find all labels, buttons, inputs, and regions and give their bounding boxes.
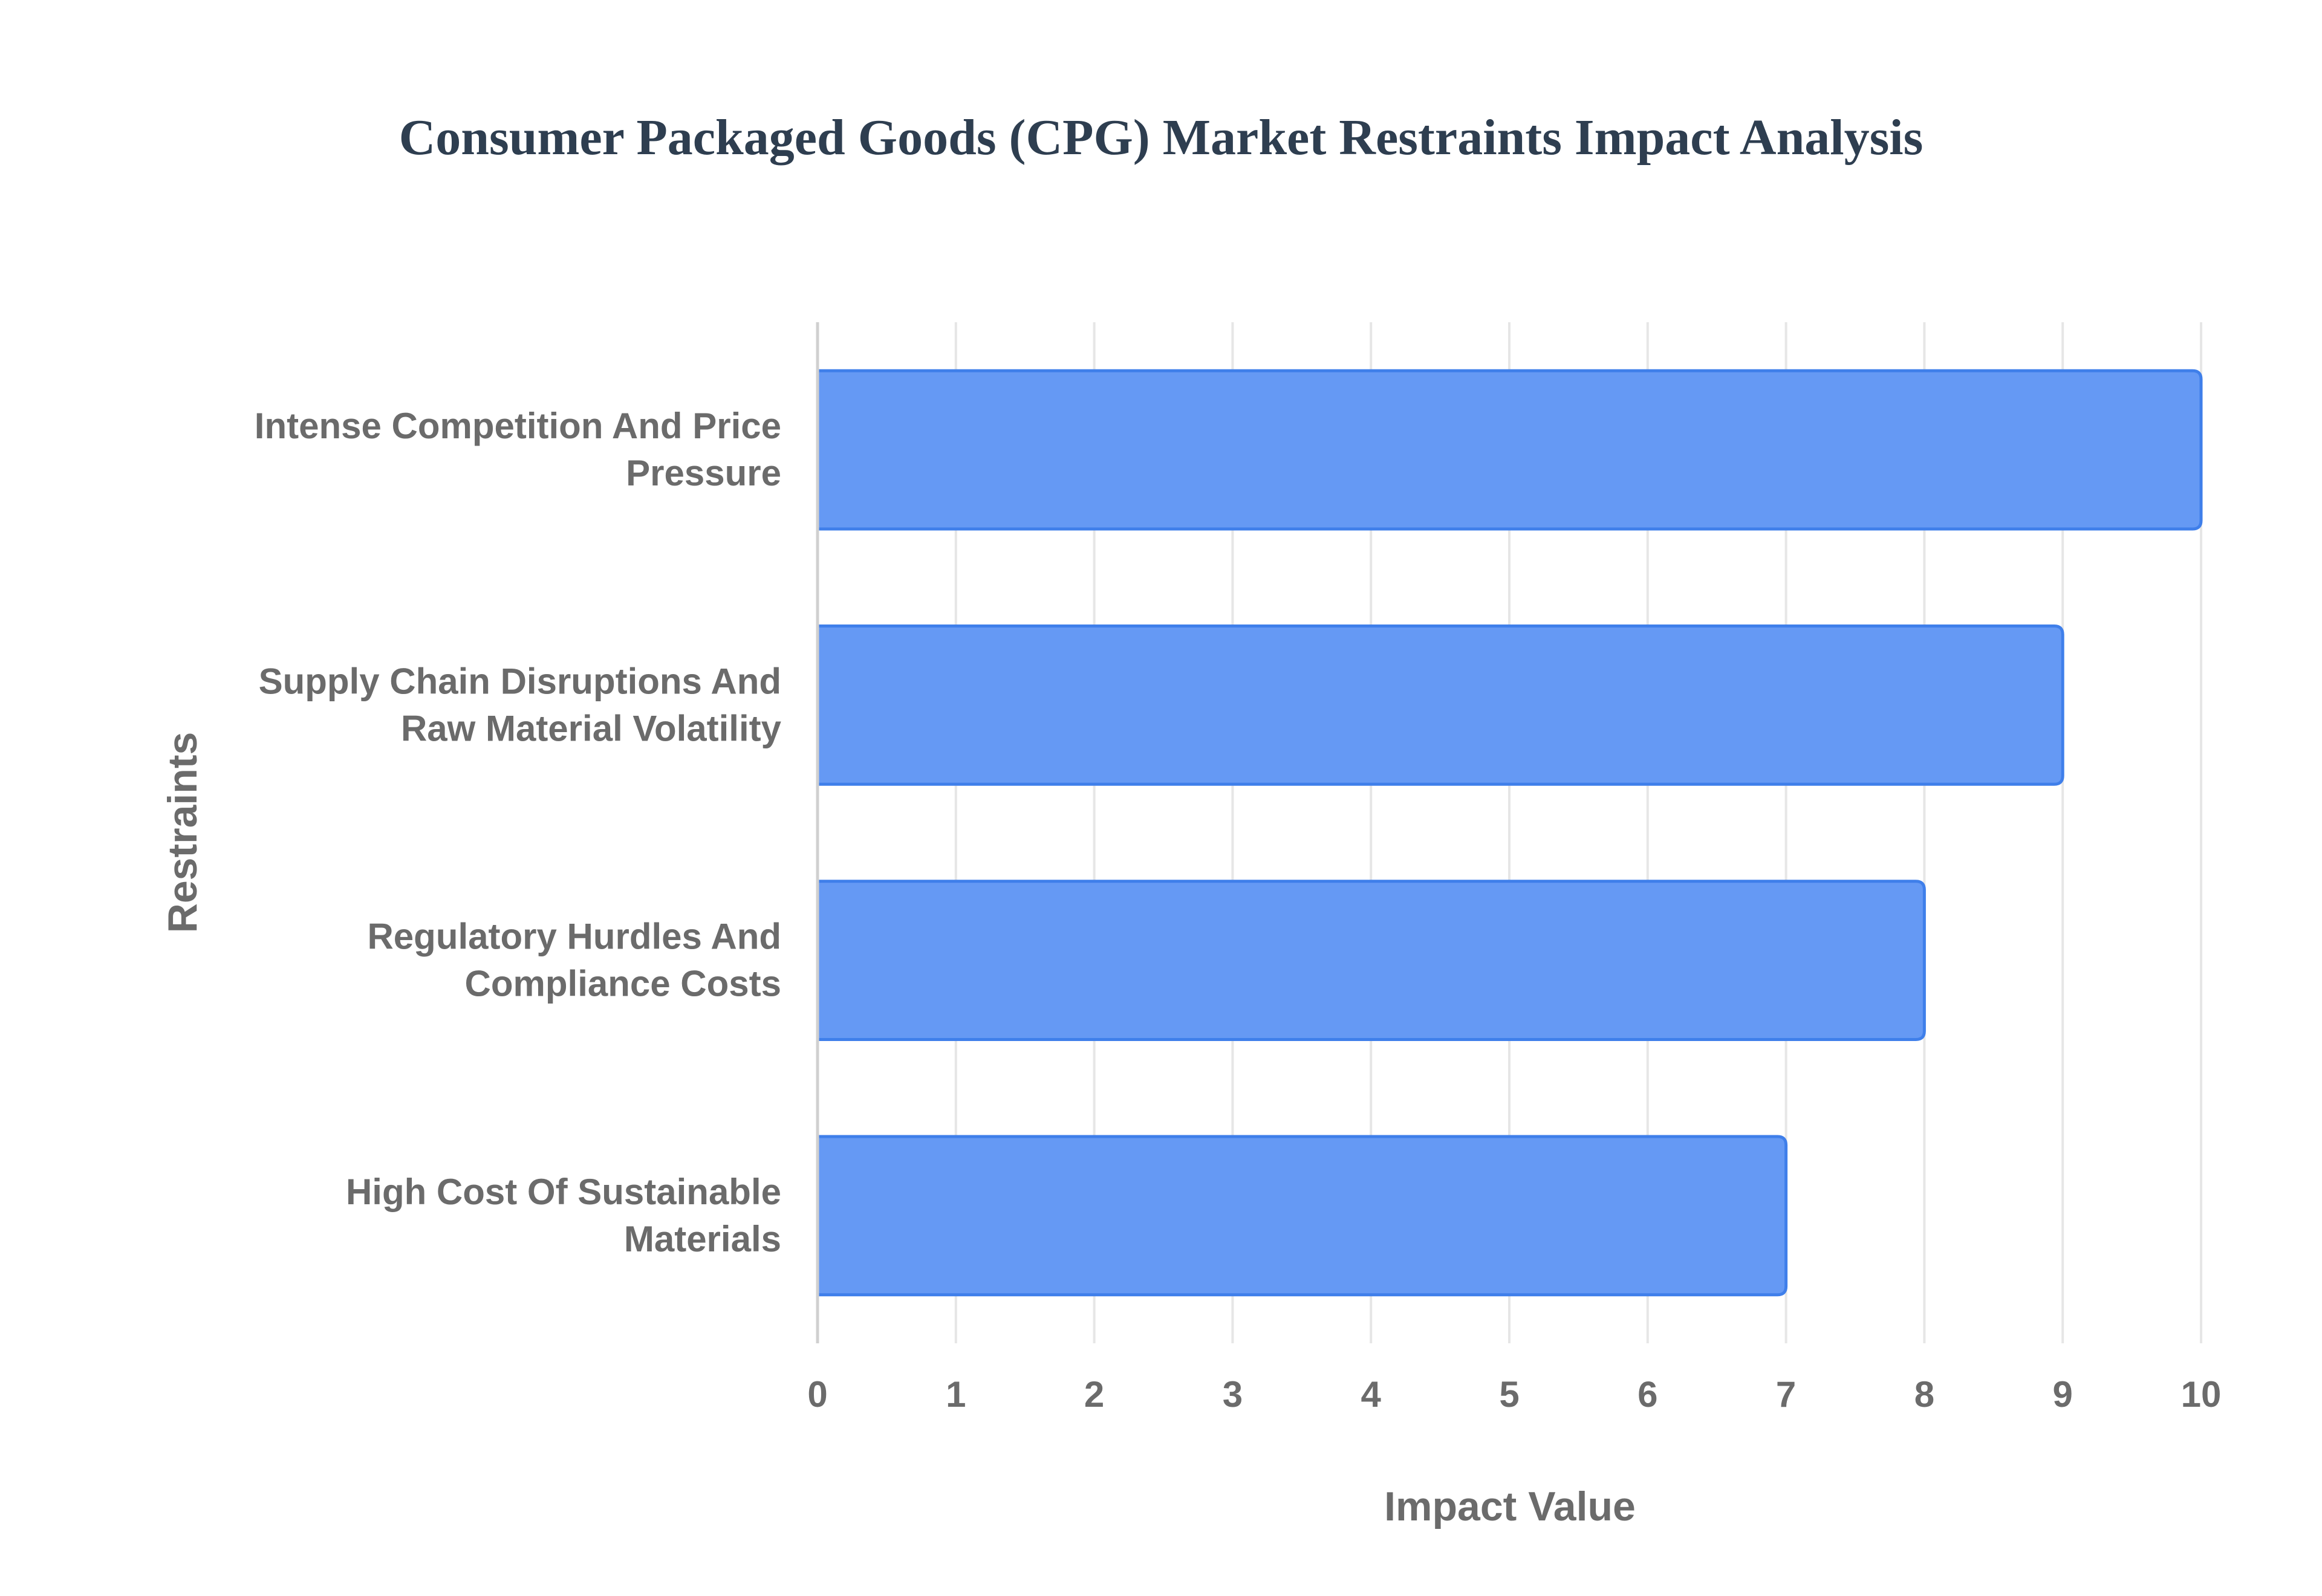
x-tick-label: 6 — [1637, 1374, 1657, 1415]
x-tick-label: 8 — [1914, 1374, 1934, 1415]
x-tick-label: 10 — [2181, 1374, 2222, 1415]
category-label: Regulatory Hurdles And — [367, 916, 781, 957]
x-tick-label: 7 — [1776, 1374, 1796, 1415]
bar[interactable] — [816, 369, 2203, 531]
x-tick-labels: 0 1 2 3 4 5 6 7 8 9 10 — [807, 1374, 2221, 1415]
category-labels: Intense Competition And Price Pressure Sup… — [255, 406, 782, 1259]
category-label: Intense Competition And Price — [255, 406, 781, 446]
category-label: Materials — [624, 1219, 781, 1259]
x-axis-title: Impact Value — [1384, 1484, 1636, 1529]
y-axis-title: Restraints — [160, 732, 206, 933]
bar[interactable] — [816, 880, 1926, 1042]
bar[interactable] — [816, 624, 2064, 786]
x-tick-label: 4 — [1361, 1374, 1382, 1415]
bar[interactable] — [816, 1135, 1788, 1297]
bars — [816, 369, 2203, 1297]
x-tick-label: 1 — [946, 1374, 966, 1415]
x-tick-label: 0 — [807, 1374, 827, 1415]
x-tick-label: 5 — [1499, 1374, 1519, 1415]
category-label: Supply Chain Disruptions And — [259, 661, 781, 701]
category-label: Pressure — [626, 453, 781, 493]
category-label: Raw Material Volatility — [401, 708, 782, 748]
x-tick-label: 9 — [2053, 1374, 2073, 1415]
category-label: Compliance Costs — [465, 964, 781, 1004]
x-tick-label: 2 — [1084, 1374, 1104, 1415]
chart-title: Consumer Packaged Goods (CPG) Market Res… — [399, 109, 1924, 166]
category-label: High Cost Of Sustainable — [346, 1172, 781, 1212]
x-tick-label: 3 — [1223, 1374, 1243, 1415]
